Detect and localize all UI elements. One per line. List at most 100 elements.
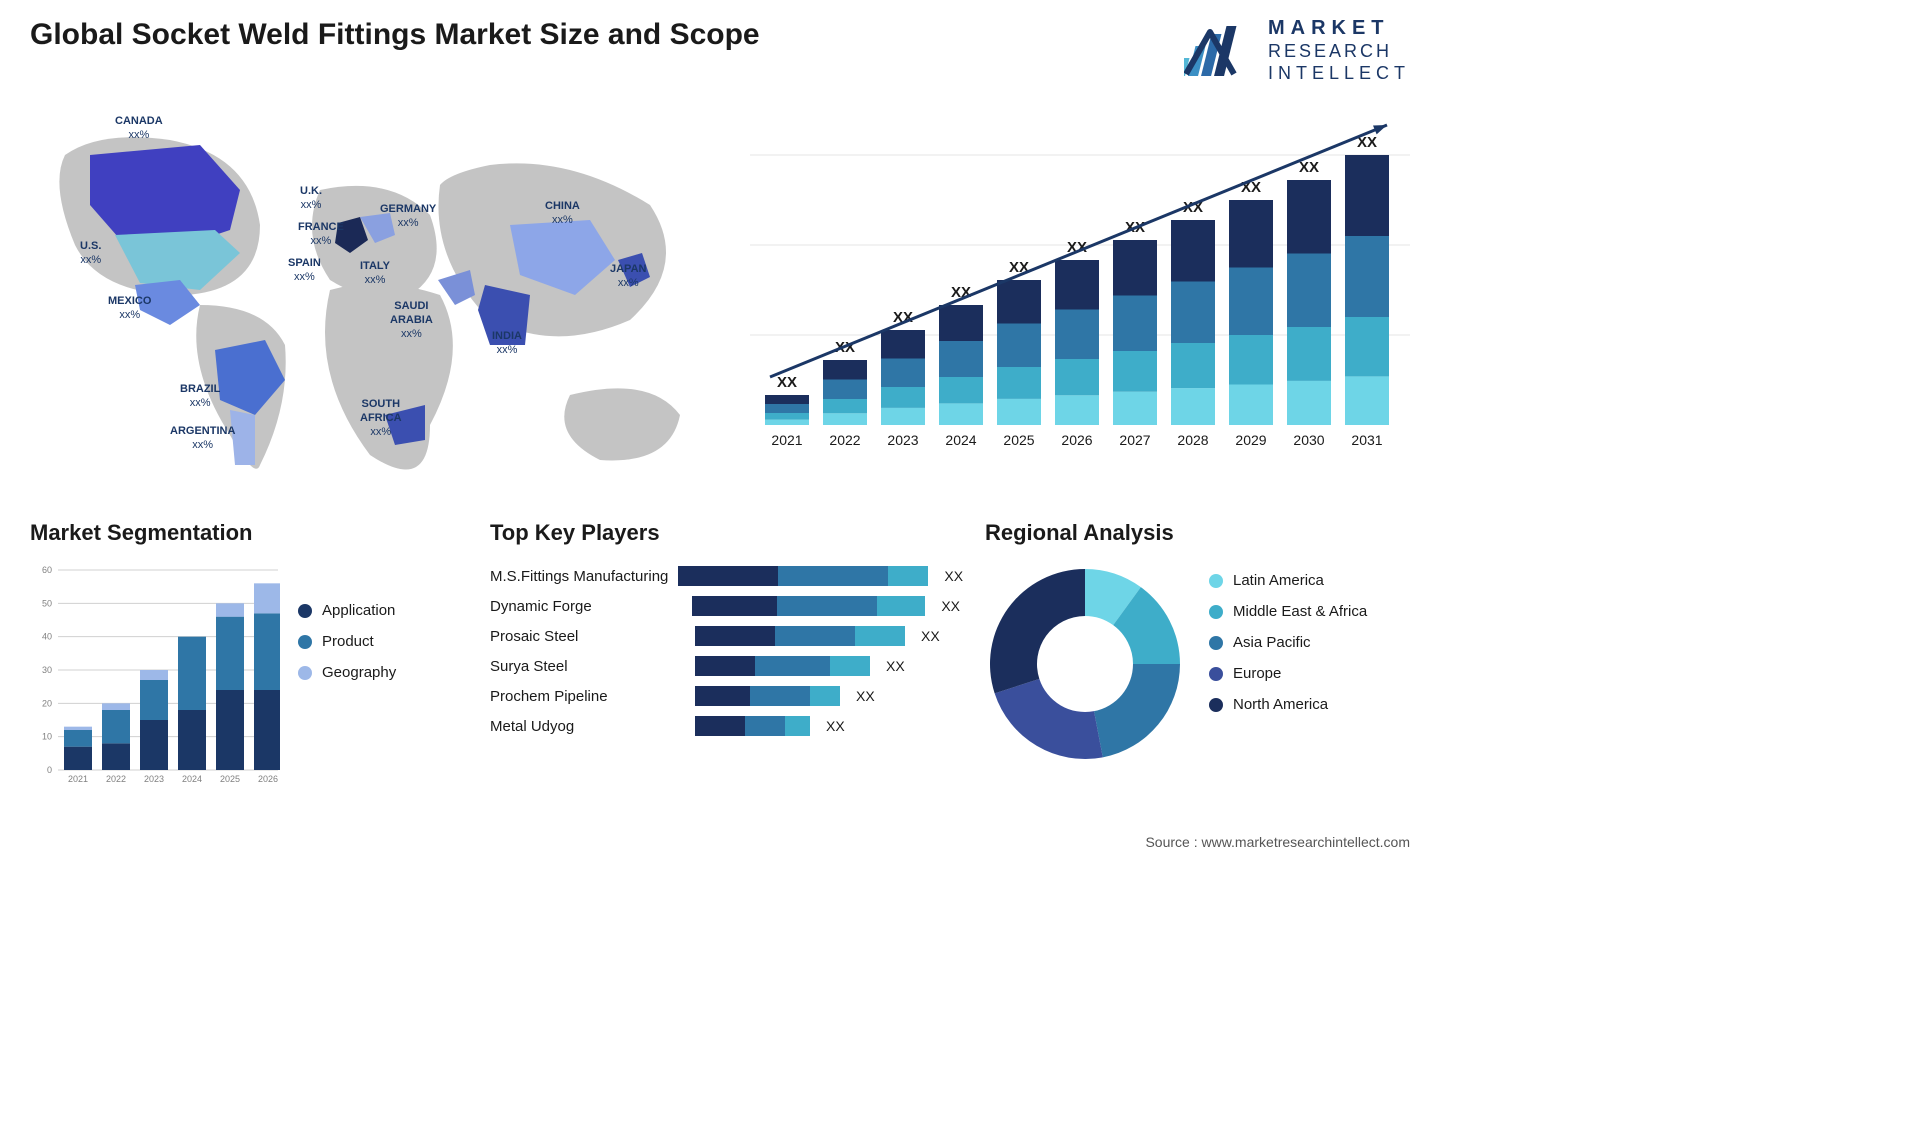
svg-text:30: 30 <box>42 665 52 675</box>
legend-item: Geography <box>298 664 396 681</box>
segmentation-section: Market Segmentation 01020304050602021202… <box>30 520 460 792</box>
logo-text-2: RESEARCH <box>1268 42 1410 60</box>
map-label: ITALYxx% <box>360 260 390 288</box>
svg-text:50: 50 <box>42 598 52 608</box>
map-label: FRANCExx% <box>298 221 344 249</box>
legend-swatch-icon <box>1209 636 1223 650</box>
player-row: M.S.Fittings Manufacturing XX <box>490 566 960 586</box>
logo-mark-icon <box>1184 24 1256 76</box>
player-label: Surya Steel <box>490 658 685 675</box>
svg-text:2029: 2029 <box>1235 432 1266 448</box>
legend-item: Europe <box>1209 665 1367 682</box>
map-label: JAPANxx% <box>610 263 646 291</box>
regional-donut <box>985 564 1185 764</box>
legend-swatch-icon <box>298 666 312 680</box>
legend-label: Europe <box>1233 665 1281 682</box>
legend-label: Middle East & Africa <box>1233 603 1367 620</box>
player-value: XX <box>944 568 963 584</box>
page-title: Global Socket Weld Fittings Market Size … <box>30 18 760 52</box>
segmentation-title: Market Segmentation <box>30 520 460 546</box>
player-label: Metal Udyog <box>490 718 685 735</box>
player-label: Dynamic Forge <box>490 598 682 615</box>
legend-item: Application <box>298 602 396 619</box>
player-value: XX <box>856 688 875 704</box>
svg-text:2024: 2024 <box>945 432 976 448</box>
source-text: Source : www.marketresearchintellect.com <box>1145 834 1410 850</box>
legend-item: Asia Pacific <box>1209 634 1367 651</box>
player-value: XX <box>886 658 905 674</box>
svg-text:2025: 2025 <box>220 774 240 784</box>
player-row: Surya Steel XX <box>490 656 960 676</box>
player-row: Prochem Pipeline XX <box>490 686 960 706</box>
legend-label: Geography <box>322 664 396 681</box>
svg-text:XX: XX <box>1299 159 1319 176</box>
logo-text-3: INTELLECT <box>1268 64 1410 82</box>
logo-text-1: MARKET <box>1268 18 1410 38</box>
player-bar <box>695 686 840 706</box>
player-label: Prosaic Steel <box>490 628 685 645</box>
legend-item: Latin America <box>1209 572 1367 589</box>
svg-text:2023: 2023 <box>887 432 918 448</box>
svg-text:2024: 2024 <box>182 774 202 784</box>
svg-text:2021: 2021 <box>68 774 88 784</box>
svg-text:2025: 2025 <box>1003 432 1034 448</box>
brand-logo: MARKET RESEARCH INTELLECT <box>1184 18 1410 82</box>
player-bar <box>678 566 928 586</box>
players-title: Top Key Players <box>490 520 960 546</box>
map-label: BRAZILxx% <box>180 383 220 411</box>
legend-swatch-icon <box>298 635 312 649</box>
player-value: XX <box>921 628 940 644</box>
player-bar <box>695 656 870 676</box>
map-label: ARGENTINAxx% <box>170 425 235 453</box>
svg-text:2031: 2031 <box>1351 432 1382 448</box>
players-bars: M.S.Fittings ManufacturingXXDynamic Forg… <box>490 566 960 736</box>
legend-label: Asia Pacific <box>1233 634 1311 651</box>
svg-text:2022: 2022 <box>106 774 126 784</box>
regional-title: Regional Analysis <box>985 520 1415 546</box>
legend-item: Middle East & Africa <box>1209 603 1367 620</box>
map-label: SPAINxx% <box>288 257 321 285</box>
player-label: M.S.Fittings Manufacturing <box>490 568 668 585</box>
legend-swatch-icon <box>1209 667 1223 681</box>
forecast-bar-chart: XX2021XX2022XX2023XX2024XX2025XX2026XX20… <box>750 95 1410 475</box>
legend-swatch-icon <box>1209 574 1223 588</box>
svg-text:XX: XX <box>777 374 797 391</box>
segmentation-legend: ApplicationProductGeography <box>298 602 396 681</box>
svg-text:2026: 2026 <box>1061 432 1092 448</box>
svg-text:0: 0 <box>47 765 52 775</box>
players-section: Top Key Players M.S.Fittings Manufacturi… <box>490 520 960 736</box>
player-value: XX <box>826 718 845 734</box>
regional-section: Regional Analysis Latin America Middle Ea… <box>985 520 1415 764</box>
svg-text:40: 40 <box>42 632 52 642</box>
legend-swatch-icon <box>1209 698 1223 712</box>
map-label: INDIAxx% <box>492 330 522 358</box>
svg-text:2030: 2030 <box>1293 432 1324 448</box>
player-row: Dynamic Forge XX <box>490 596 960 616</box>
map-label: MEXICOxx% <box>108 295 151 323</box>
world-map: CANADAxx% U.S.xx% MEXICOxx% BRAZILxx% ARGENT… <box>30 95 710 495</box>
legend-label: Application <box>322 602 395 619</box>
svg-text:2028: 2028 <box>1177 432 1208 448</box>
map-label: U.S.xx% <box>80 240 101 268</box>
regional-legend: Latin America Middle East & Africa Asia Pa… <box>1209 572 1367 713</box>
player-bar <box>692 596 925 616</box>
map-label: SOUTHAFRICAxx% <box>360 398 402 439</box>
legend-swatch-icon <box>298 604 312 618</box>
svg-text:2022: 2022 <box>829 432 860 448</box>
svg-text:2027: 2027 <box>1119 432 1150 448</box>
legend-label: North America <box>1233 696 1328 713</box>
player-label: Prochem Pipeline <box>490 688 685 705</box>
map-label: GERMANYxx% <box>380 203 436 231</box>
legend-swatch-icon <box>1209 605 1223 619</box>
map-label: CANADAxx% <box>115 115 163 143</box>
player-bar <box>695 626 905 646</box>
player-row: Metal Udyog XX <box>490 716 960 736</box>
player-row: Prosaic Steel XX <box>490 626 960 646</box>
svg-text:20: 20 <box>42 698 52 708</box>
map-label: SAUDIARABIAxx% <box>390 300 433 341</box>
legend-item: North America <box>1209 696 1367 713</box>
map-label: U.K.xx% <box>300 185 322 213</box>
player-value: XX <box>941 598 960 614</box>
svg-text:2026: 2026 <box>258 774 278 784</box>
svg-text:10: 10 <box>42 732 52 742</box>
